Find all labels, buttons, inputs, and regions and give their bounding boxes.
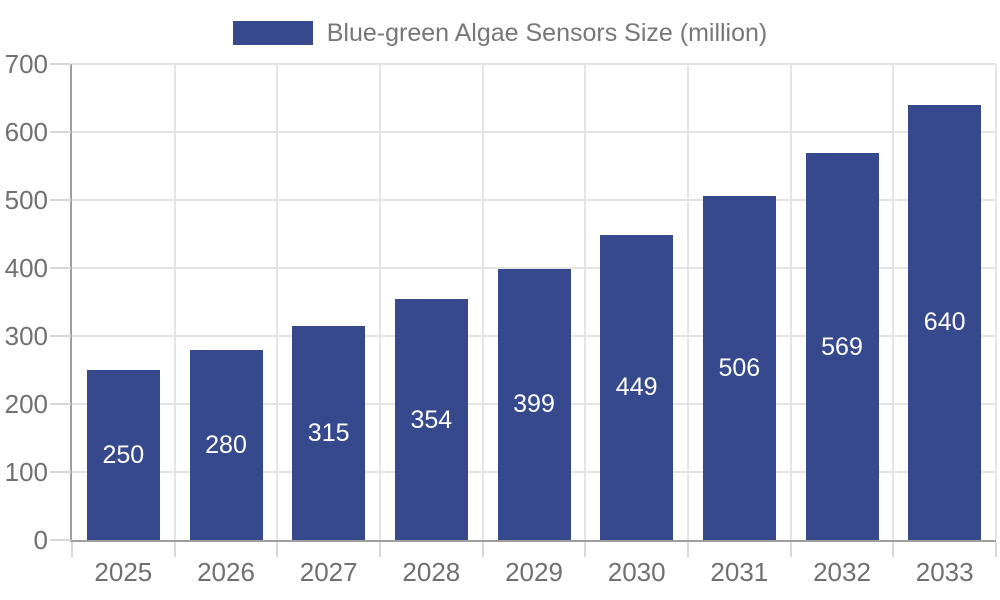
gridline-v <box>687 64 689 540</box>
y-axis-tick <box>50 403 71 405</box>
bar-value-label: 449 <box>615 373 658 402</box>
y-axis-tick <box>50 131 71 133</box>
bar-value-label: 506 <box>718 353 761 382</box>
legend-label: Blue-green Algae Sensors Size (million) <box>326 19 768 47</box>
gridline-v <box>276 64 279 540</box>
bar[interactable]: 640 <box>908 104 982 540</box>
gridline-v <box>584 64 587 540</box>
bar[interactable]: 315 <box>292 325 366 540</box>
gridline-v <box>892 64 895 540</box>
y-axis-tick <box>50 199 71 201</box>
x-axis-tick <box>276 542 279 557</box>
gridline-h <box>72 199 996 201</box>
x-axis-tick <box>173 542 176 557</box>
legend[interactable]: Blue-green Algae Sensors Size (million) <box>0 20 1000 46</box>
x-axis-tick <box>481 542 484 557</box>
x-axis-tick <box>379 542 381 557</box>
x-axis-tick-label: 2027 <box>299 557 358 587</box>
x-axis-tick-label: 2025 <box>94 557 153 587</box>
x-axis-tick-label: 2029 <box>505 557 563 587</box>
y-axis-line <box>70 64 72 542</box>
x-axis-tick-label: 2028 <box>402 557 461 587</box>
gridline-v <box>481 64 484 540</box>
bar[interactable]: 399 <box>497 268 571 540</box>
gridline-h <box>72 267 996 269</box>
y-axis-tick <box>50 267 71 269</box>
gridline-v <box>379 64 381 540</box>
bar-value-label: 250 <box>102 441 145 469</box>
bar-value-label: 569 <box>821 332 863 361</box>
bar[interactable]: 354 <box>394 299 468 540</box>
x-axis-tick-label: 2031 <box>710 557 769 587</box>
plot-area: 250 280 315 354 399 449 506 569 640 <box>72 63 997 540</box>
y-axis-tick-label: 0 <box>33 525 48 555</box>
gridline-v <box>789 64 792 540</box>
x-axis-tick <box>687 542 689 557</box>
x-axis-tick <box>584 542 587 557</box>
gridline-v <box>995 64 997 540</box>
legend-swatch[interactable] <box>232 21 313 45</box>
y-axis-tick <box>50 471 71 473</box>
x-axis-tick <box>71 542 73 557</box>
bar[interactable]: 250 <box>86 370 160 540</box>
y-axis-tick-label: 400 <box>4 253 48 283</box>
gridline-h <box>72 63 996 65</box>
x-axis-tick <box>789 542 792 557</box>
bar-value-label: 640 <box>923 308 966 337</box>
y-axis-tick-label: 100 <box>4 457 48 487</box>
x-axis-line <box>70 540 996 542</box>
x-axis-tick-label: 2030 <box>607 557 666 587</box>
x-axis-tick-label: 2026 <box>197 557 255 587</box>
x-axis-tick <box>892 542 895 557</box>
y-axis-tick-label: 300 <box>4 321 48 351</box>
y-axis-tick-label: 500 <box>4 185 48 215</box>
gridline-v <box>173 64 176 540</box>
y-axis-tick <box>50 539 71 541</box>
x-axis-tick-label: 2032 <box>813 557 871 587</box>
x-axis-tick <box>995 542 997 557</box>
gridline-h <box>72 131 996 133</box>
bar-value-label: 399 <box>513 390 555 419</box>
y-axis-tick-label: 600 <box>4 117 48 147</box>
bar-value-label: 315 <box>307 418 350 447</box>
y-axis-tick <box>50 63 71 65</box>
bar-value-label: 280 <box>205 430 247 459</box>
bar[interactable]: 506 <box>702 195 776 540</box>
y-axis-tick-label: 700 <box>4 49 48 79</box>
bar[interactable]: 449 <box>600 234 674 540</box>
x-axis-tick-label: 2033 <box>915 557 974 587</box>
y-axis-tick-label: 200 <box>4 389 48 419</box>
bar[interactable]: 280 <box>189 349 263 540</box>
y-axis-tick <box>50 335 71 337</box>
bar-value-label: 354 <box>410 405 453 434</box>
bar[interactable]: 569 <box>805 153 879 540</box>
